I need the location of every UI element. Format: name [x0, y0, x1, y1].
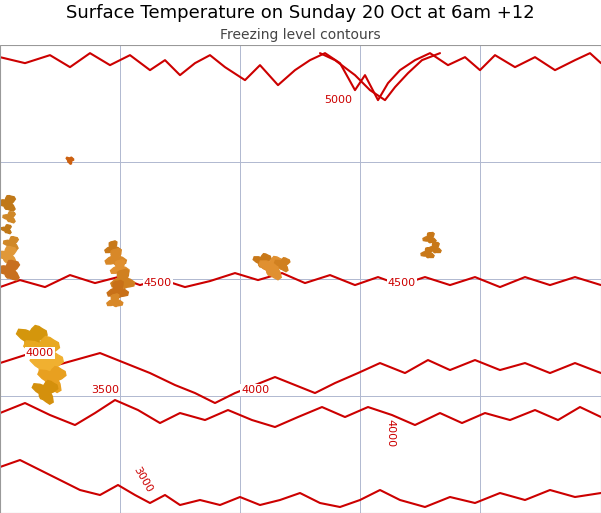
Polygon shape	[0, 195, 16, 211]
Polygon shape	[38, 367, 66, 392]
Text: 3500: 3500	[91, 385, 119, 395]
Text: Freezing level contours: Freezing level contours	[220, 28, 381, 42]
Polygon shape	[0, 261, 19, 281]
Polygon shape	[259, 256, 284, 280]
Polygon shape	[4, 236, 18, 250]
Polygon shape	[1, 225, 11, 233]
Text: 5000: 5000	[324, 95, 352, 105]
Polygon shape	[111, 260, 129, 274]
Polygon shape	[253, 253, 271, 270]
Polygon shape	[3, 212, 15, 223]
Text: 4500: 4500	[144, 278, 172, 288]
Polygon shape	[32, 381, 58, 404]
Polygon shape	[0, 247, 16, 264]
Polygon shape	[275, 258, 290, 272]
Text: 3000: 3000	[132, 465, 154, 495]
Polygon shape	[30, 351, 63, 382]
Polygon shape	[428, 243, 441, 253]
Text: 4000: 4000	[385, 419, 395, 447]
Polygon shape	[111, 269, 135, 288]
Polygon shape	[105, 241, 121, 253]
Text: Surface Temperature on Sunday 20 Oct at 6am +12: Surface Temperature on Sunday 20 Oct at …	[66, 4, 535, 22]
Polygon shape	[105, 248, 126, 265]
Text: 4000: 4000	[26, 348, 54, 358]
Polygon shape	[107, 294, 123, 307]
Text: 4500: 4500	[388, 278, 416, 288]
Polygon shape	[66, 157, 73, 164]
Polygon shape	[24, 337, 59, 369]
Polygon shape	[107, 281, 129, 298]
Polygon shape	[16, 326, 47, 354]
Polygon shape	[423, 232, 436, 243]
Text: 4000: 4000	[241, 385, 269, 395]
Polygon shape	[421, 247, 434, 258]
